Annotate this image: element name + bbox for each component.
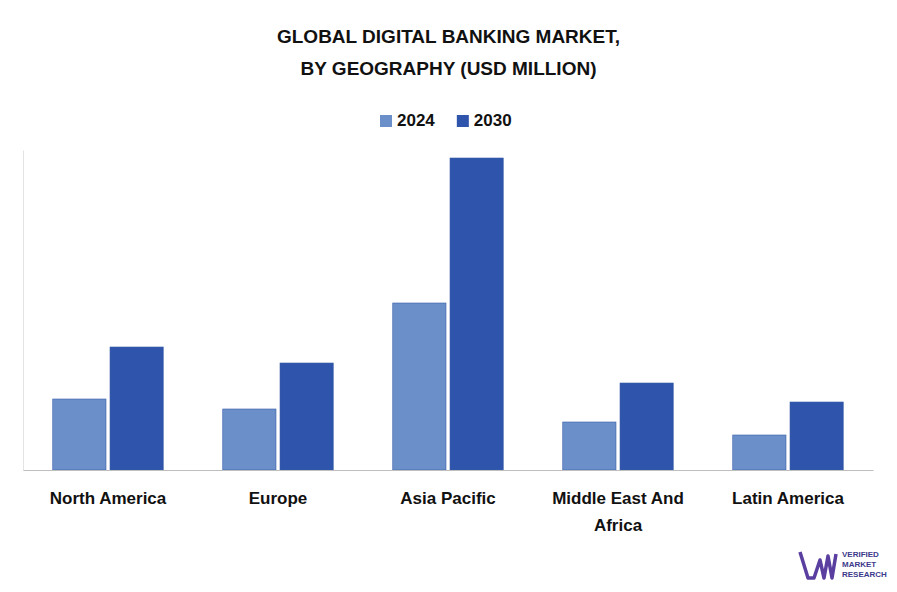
x-axis-line <box>24 470 874 471</box>
chart: GLOBAL DIGITAL BANKING MARKET,BY GEOGRAP… <box>0 0 897 592</box>
bar <box>223 409 276 470</box>
x-tick: Asia Pacific <box>400 470 495 508</box>
legend-swatch <box>380 115 392 127</box>
x-tick: North America <box>50 470 167 508</box>
bar <box>733 435 786 470</box>
bar <box>450 158 503 470</box>
y-axis-line <box>23 151 24 471</box>
bar <box>790 402 843 470</box>
x-tick: Europe <box>249 470 308 508</box>
x-tick-label: Latin America <box>732 489 844 508</box>
x-axis: North America Europe Asia Pacific Middle Ea… <box>24 470 874 535</box>
plot-area <box>53 158 844 470</box>
logo: VERIFIEDMARKETRESEARCH <box>800 550 887 579</box>
logo-icon <box>800 552 836 578</box>
bar <box>393 303 446 470</box>
legend-swatch <box>457 115 469 127</box>
x-tick-label: Europe <box>249 489 308 508</box>
x-tick-label: North America <box>50 489 167 508</box>
x-tick: Middle East AndAfrica <box>552 470 684 535</box>
legend-label: 2030 <box>474 111 512 130</box>
y-axis <box>23 151 24 471</box>
legend-item: 2030 <box>457 111 512 130</box>
bar <box>110 347 163 470</box>
x-tick: Latin America <box>732 470 844 508</box>
legend: 2024 2030 <box>380 111 512 130</box>
x-tick-label: Asia Pacific <box>400 489 495 508</box>
bar <box>280 363 333 470</box>
bar <box>620 383 673 470</box>
legend-item: 2024 <box>380 111 435 130</box>
annotation: VERIFIEDMARKETRESEARCH <box>842 550 887 579</box>
legend-label: 2024 <box>397 111 435 130</box>
bar <box>563 422 616 470</box>
bar <box>53 399 106 470</box>
x-tick-label: Middle East AndAfrica <box>552 489 684 535</box>
title: GLOBAL DIGITAL BANKING MARKET,BY GEOGRAP… <box>277 26 620 79</box>
